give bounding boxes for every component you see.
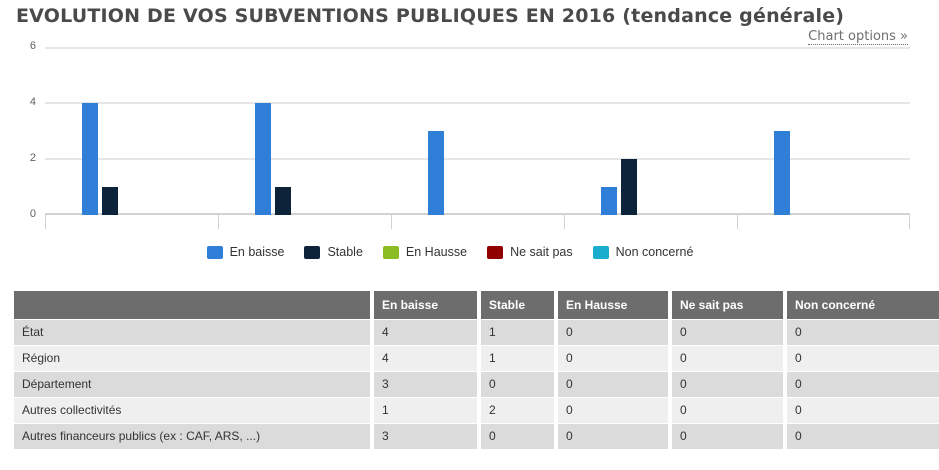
chart-legend: En baisse Stable En Hausse Ne sait pas N…	[45, 243, 910, 261]
gridline	[45, 213, 910, 215]
x-axis-tick	[218, 215, 219, 229]
chart-options-link[interactable]: Chart options »	[808, 29, 908, 45]
table-cell: 0	[787, 346, 939, 371]
legend-swatch-ne-sait-pas	[487, 245, 504, 259]
table-header-cell-stable: Stable	[481, 291, 554, 319]
table-cell: 0	[481, 424, 554, 449]
table-cell: 4	[374, 320, 477, 345]
legend-item-en-hausse[interactable]: En Hausse	[382, 245, 468, 259]
table-header-cell-label	[14, 291, 370, 319]
table-header-cell-ne-sait-pas: Ne sait pas	[672, 291, 783, 319]
table-cell: 1	[481, 320, 554, 345]
table-cell: 0	[558, 320, 668, 345]
table-row-label: Autres collectivités	[14, 398, 370, 423]
table-cell: 0	[672, 398, 783, 423]
table-cell: 0	[558, 346, 668, 371]
table-header-cell-non-concerne: Non concerné	[787, 291, 939, 319]
chart-bar	[601, 187, 617, 215]
plot-area	[45, 47, 910, 229]
table-cell: 4	[374, 346, 477, 371]
x-axis-tick	[391, 215, 392, 229]
chart-bar	[621, 159, 637, 215]
table-row-label: Département	[14, 372, 370, 397]
legend-label: Non concerné	[615, 245, 694, 259]
y-axis-tick-label: 6	[29, 40, 36, 52]
legend-swatch-non-concerne	[592, 245, 609, 259]
chart-bar	[255, 103, 271, 215]
y-axis-tick-label: 0	[29, 208, 36, 220]
y-axis-tick-label: 4	[29, 96, 36, 108]
chart-bar	[428, 131, 444, 215]
table-header-cell-en-baisse: En baisse	[374, 291, 477, 319]
gridline	[45, 102, 910, 104]
table-cell: 0	[558, 424, 668, 449]
table-cell: 0	[787, 320, 939, 345]
table-cell: 0	[558, 398, 668, 423]
legend-label: En baisse	[229, 245, 285, 259]
page-title: EVOLUTION DE VOS SUBVENTIONS PUBLIQUES E…	[16, 5, 845, 27]
table-cell: 3	[374, 424, 477, 449]
chart-bar	[82, 103, 98, 215]
chart-bar	[774, 131, 790, 215]
x-axis-tick	[564, 215, 565, 229]
chart-bar	[275, 187, 291, 215]
table-cell: 3	[374, 372, 477, 397]
legend-label: Stable	[327, 245, 363, 259]
table-cell: 0	[672, 320, 783, 345]
legend-swatch-en-baisse	[206, 245, 223, 259]
legend-label: Ne sait pas	[510, 245, 573, 259]
table-cell: 0	[787, 372, 939, 397]
legend-item-en-baisse[interactable]: En baisse	[206, 245, 285, 259]
table-cell: 0	[787, 398, 939, 423]
table-cell: 1	[374, 398, 477, 423]
table-cell: 0	[672, 424, 783, 449]
legend-swatch-stable	[304, 245, 321, 259]
table-cell: 0	[558, 372, 668, 397]
legend-swatch-en-hausse	[382, 245, 399, 259]
chart-bar	[102, 187, 118, 215]
x-axis-tick	[909, 215, 910, 229]
table-cell: 1	[481, 346, 554, 371]
legend-item-stable[interactable]: Stable	[304, 245, 363, 259]
table-row-label: Région	[14, 346, 370, 371]
table-row-label: État	[14, 320, 370, 345]
x-axis-tick	[737, 215, 738, 229]
gridline	[45, 47, 910, 49]
table-row-label: Autres financeurs publics (ex : CAF, ARS…	[14, 424, 370, 449]
table-cell: 0	[672, 346, 783, 371]
x-axis-tick	[45, 215, 46, 229]
legend-item-non-concerne[interactable]: Non concerné	[592, 245, 694, 259]
legend-label: En Hausse	[405, 245, 468, 259]
results-table: En baisse Stable En Hausse Ne sait pas N…	[14, 291, 939, 449]
y-axis-tick-label: 2	[29, 152, 36, 164]
table-cell: 0	[787, 424, 939, 449]
table-cell: 0	[672, 372, 783, 397]
table-header-cell-en-hausse: En Hausse	[558, 291, 668, 319]
gridline	[45, 158, 910, 160]
table-cell: 2	[481, 398, 554, 423]
legend-item-ne-sait-pas[interactable]: Ne sait pas	[487, 245, 573, 259]
table-cell: 0	[481, 372, 554, 397]
